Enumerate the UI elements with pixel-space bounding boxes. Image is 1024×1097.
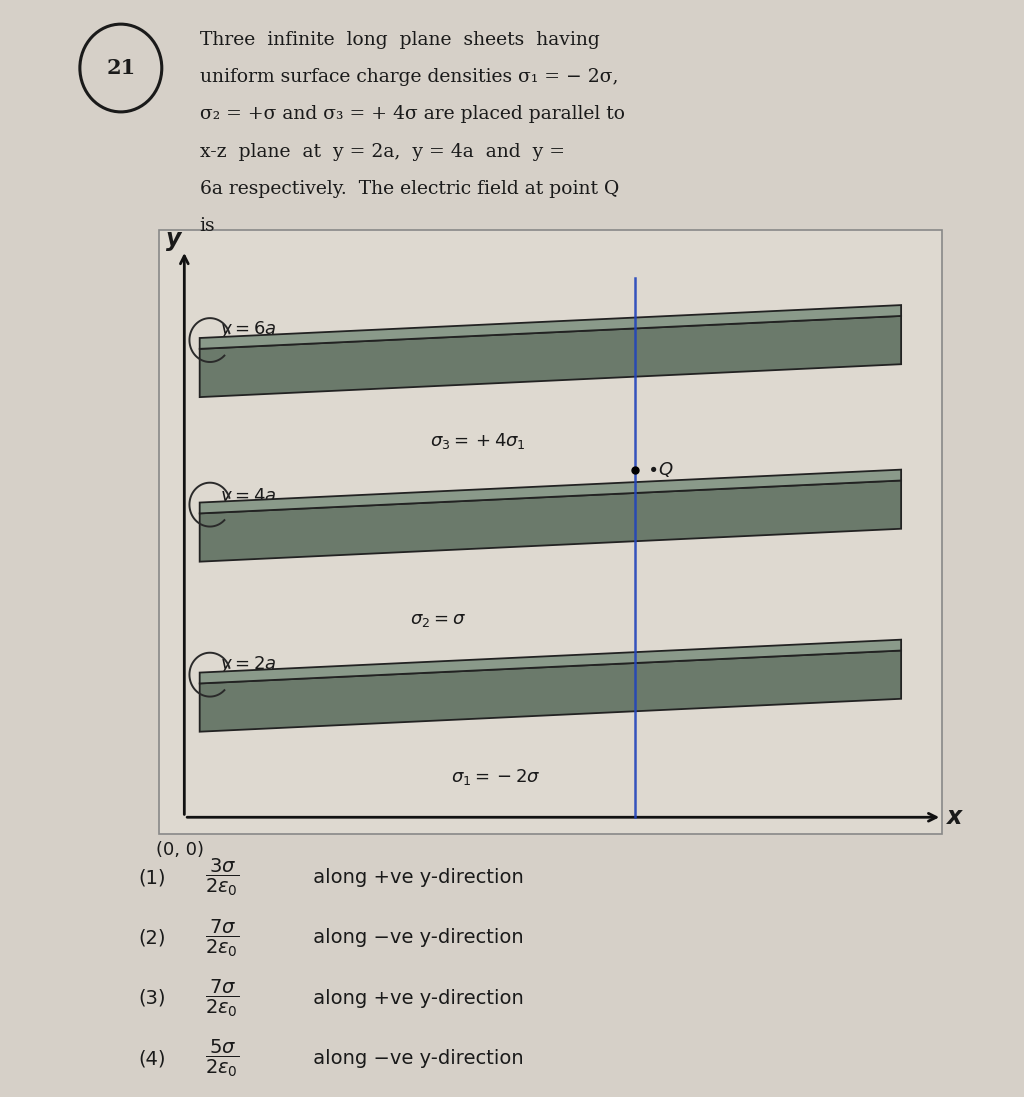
Polygon shape bbox=[200, 640, 901, 683]
Text: y: y bbox=[166, 227, 182, 251]
Text: along +ve y-direction: along +ve y-direction bbox=[307, 988, 524, 1008]
Text: (1): (1) bbox=[138, 868, 166, 887]
Text: $\dfrac{7\sigma}{2\varepsilon_0}$: $\dfrac{7\sigma}{2\varepsilon_0}$ bbox=[205, 917, 239, 959]
Polygon shape bbox=[200, 470, 901, 513]
Text: x: x bbox=[947, 805, 962, 829]
Text: x-z  plane  at  y = 2a,  y = 4a  and  y =: x-z plane at y = 2a, y = 4a and y = bbox=[200, 143, 564, 160]
Text: uniform surface charge densities σ₁ = − 2σ,: uniform surface charge densities σ₁ = − … bbox=[200, 68, 618, 86]
Polygon shape bbox=[200, 480, 901, 562]
Text: $y = 2a$: $y = 2a$ bbox=[220, 654, 276, 676]
Text: (4): (4) bbox=[138, 1049, 166, 1068]
Text: $\dfrac{3\sigma}{2\varepsilon_0}$: $\dfrac{3\sigma}{2\varepsilon_0}$ bbox=[205, 857, 239, 898]
Polygon shape bbox=[200, 651, 901, 732]
Text: 6a respectively.  The electric field at point Q: 6a respectively. The electric field at p… bbox=[200, 180, 618, 197]
Text: σ₂ = +σ and σ₃ = + 4σ are placed parallel to: σ₂ = +σ and σ₃ = + 4σ are placed paralle… bbox=[200, 105, 625, 123]
Text: along −ve y-direction: along −ve y-direction bbox=[307, 928, 524, 948]
Text: (3): (3) bbox=[138, 988, 166, 1008]
Text: along +ve y-direction: along +ve y-direction bbox=[307, 868, 524, 887]
Text: $\sigma_3 = +4\sigma_1$: $\sigma_3 = +4\sigma_1$ bbox=[430, 431, 526, 451]
Polygon shape bbox=[200, 305, 901, 349]
Text: Three  infinite  long  plane  sheets  having: Three infinite long plane sheets having bbox=[200, 31, 599, 48]
Text: $y = 6a$: $y = 6a$ bbox=[220, 318, 276, 340]
Text: $\sigma_2 = \sigma$: $\sigma_2 = \sigma$ bbox=[410, 611, 466, 629]
Text: (0, 0): (0, 0) bbox=[156, 841, 204, 859]
Polygon shape bbox=[200, 316, 901, 397]
Text: $\dfrac{5\sigma}{2\varepsilon_0}$: $\dfrac{5\sigma}{2\varepsilon_0}$ bbox=[205, 1038, 239, 1079]
Text: along −ve y-direction: along −ve y-direction bbox=[307, 1049, 524, 1068]
Bar bbox=[159, 230, 942, 834]
Text: is: is bbox=[200, 217, 215, 235]
Text: $\dfrac{7\sigma}{2\varepsilon_0}$: $\dfrac{7\sigma}{2\varepsilon_0}$ bbox=[205, 977, 239, 1019]
Text: $y = 4a$: $y = 4a$ bbox=[220, 486, 276, 508]
Text: (2): (2) bbox=[138, 928, 166, 948]
Text: $\bullet Q$: $\bullet Q$ bbox=[647, 460, 674, 479]
Text: 21: 21 bbox=[106, 58, 135, 78]
Text: $\sigma_1 = -2\sigma$: $\sigma_1 = -2\sigma$ bbox=[451, 767, 540, 787]
